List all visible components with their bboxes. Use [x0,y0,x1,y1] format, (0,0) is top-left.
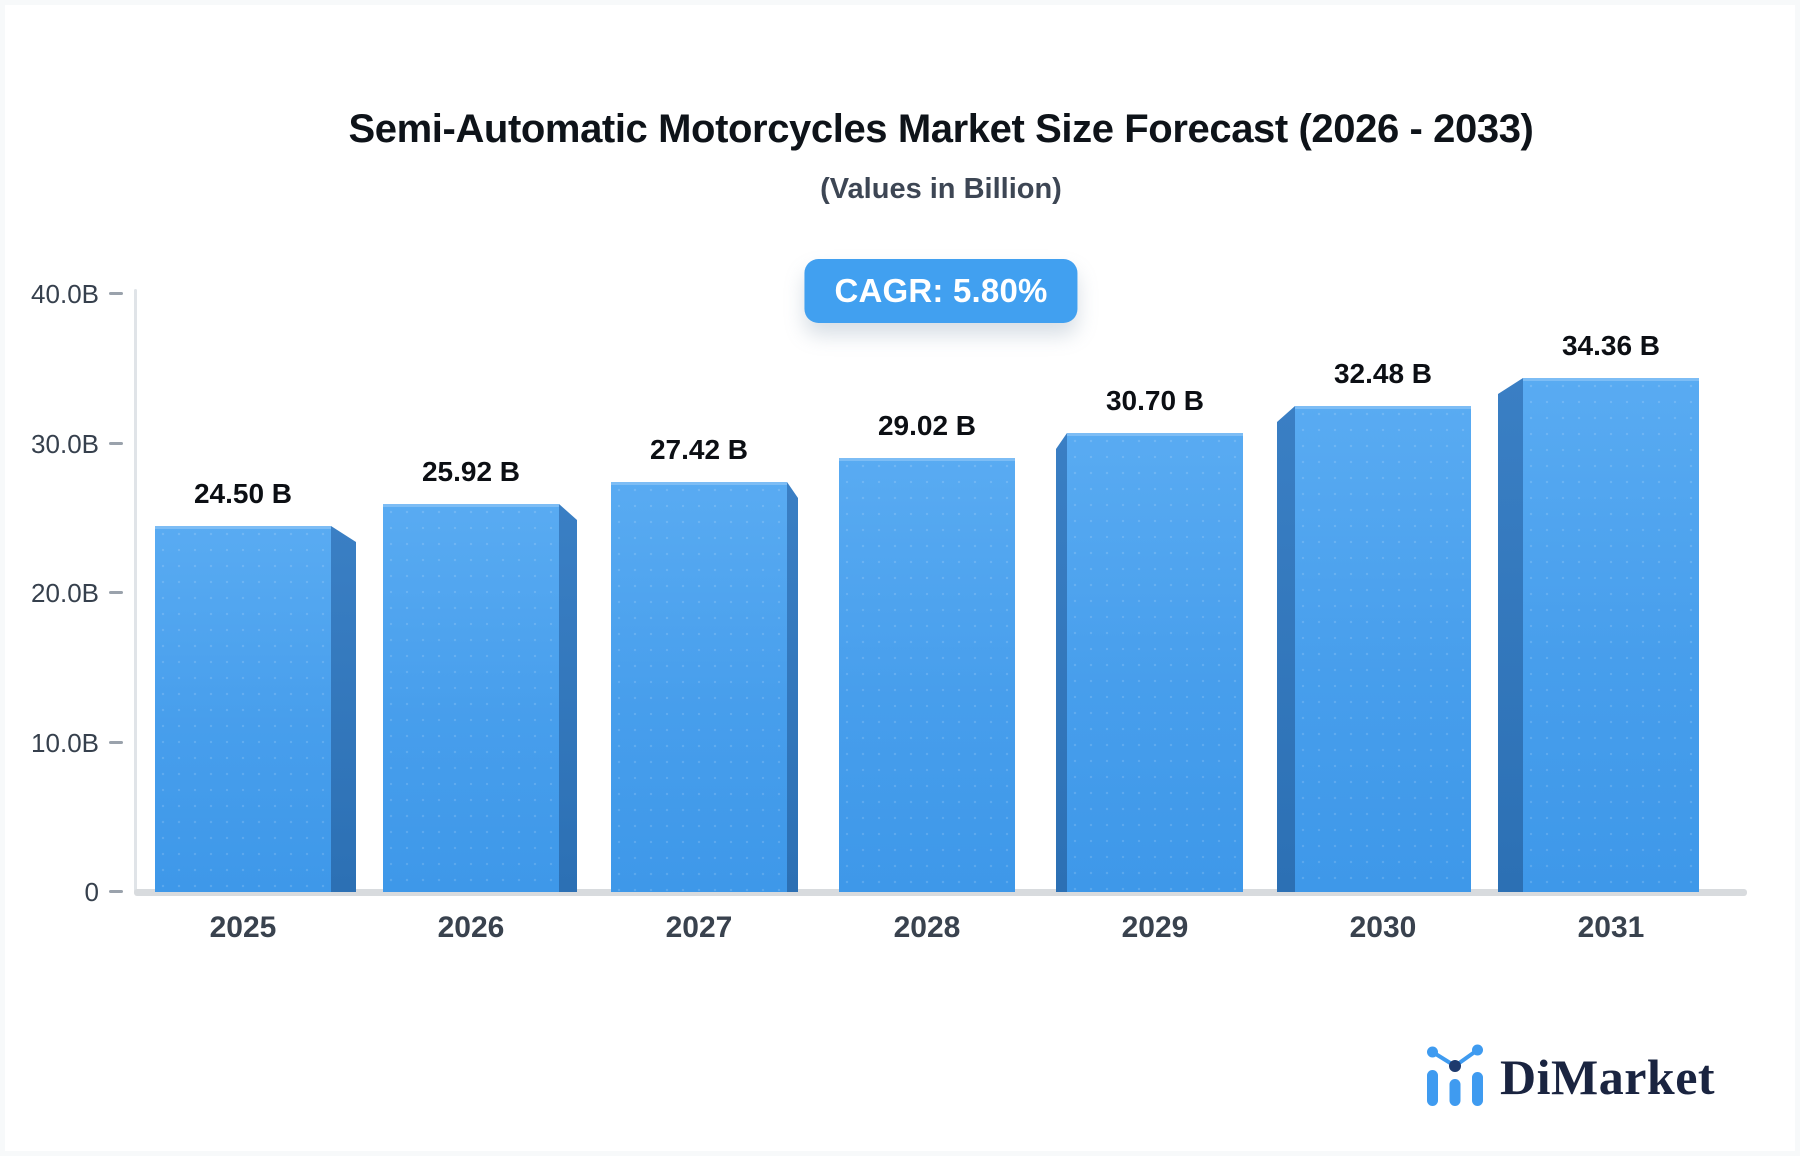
bar-value-label: 25.92 B [421,456,521,487]
bar-value-label: 34.36 B [1561,330,1661,361]
cagr-badge: CAGR: 5.80% [804,259,1078,323]
x-axis-label: 2028 [893,911,961,944]
y-axis-tick [109,740,123,744]
y-axis-tick-label: 30.0B [31,428,99,459]
y-axis-tick-label: 20.0B [31,578,99,608]
y-axis-tick-label: 40.0B [31,279,99,309]
bar-3d-side [1277,406,1295,892]
bar-value-label: 27.42 B [649,434,749,465]
y-axis-tick [109,441,123,445]
bar [155,526,331,892]
brand-name: DiMarket [1500,1049,1716,1105]
bar-value-label: 32.48 B [1333,358,1433,389]
chart-title: Semi-Automatic Motorcycles Market Size F… [348,107,1534,151]
bar-3d-side [331,526,356,892]
bar-value-label: 30.70 B [1105,385,1205,416]
bar-value-label: 24.50 B [193,478,293,509]
y-axis-tick [109,890,123,893]
x-axis-label: 2031 [1577,911,1645,944]
x-axis-label: 2026 [437,911,505,944]
y-axis-tick [109,591,123,594]
y-axis-tick [109,292,123,295]
y-axis-tick-label: 10.0B [31,727,99,758]
y-axis-tick-label: 0 [84,877,99,907]
bar-value-label: 29.02 B [877,410,977,441]
x-axis-label: 2029 [1121,911,1189,944]
bar-3d-side [1498,378,1523,892]
bar [839,458,1015,892]
bar-3d-side [787,482,798,892]
bar-3d-side [559,504,577,892]
bar [1067,433,1243,892]
x-axis-label: 2025 [209,911,277,944]
bar [1523,378,1699,892]
plot-area: 40.0B 30.0B 20.0B 10.0B 0 24.50 B 2025 25.92 B 2… [5,5,1795,1151]
bar [1295,406,1471,892]
x-axis-label: 2030 [1349,911,1417,944]
x-axis-line [134,889,1747,896]
bar-3d-side [1056,433,1067,892]
chart-subtitle: (Values in Billion) [820,173,1062,205]
bar [383,504,559,892]
brand-logo: DiMarket [1425,1043,1715,1107]
y-axis-line [134,289,137,894]
bar-chart-logo-icon [1427,1044,1483,1106]
bar [611,482,787,892]
x-axis-label: 2027 [665,911,733,944]
